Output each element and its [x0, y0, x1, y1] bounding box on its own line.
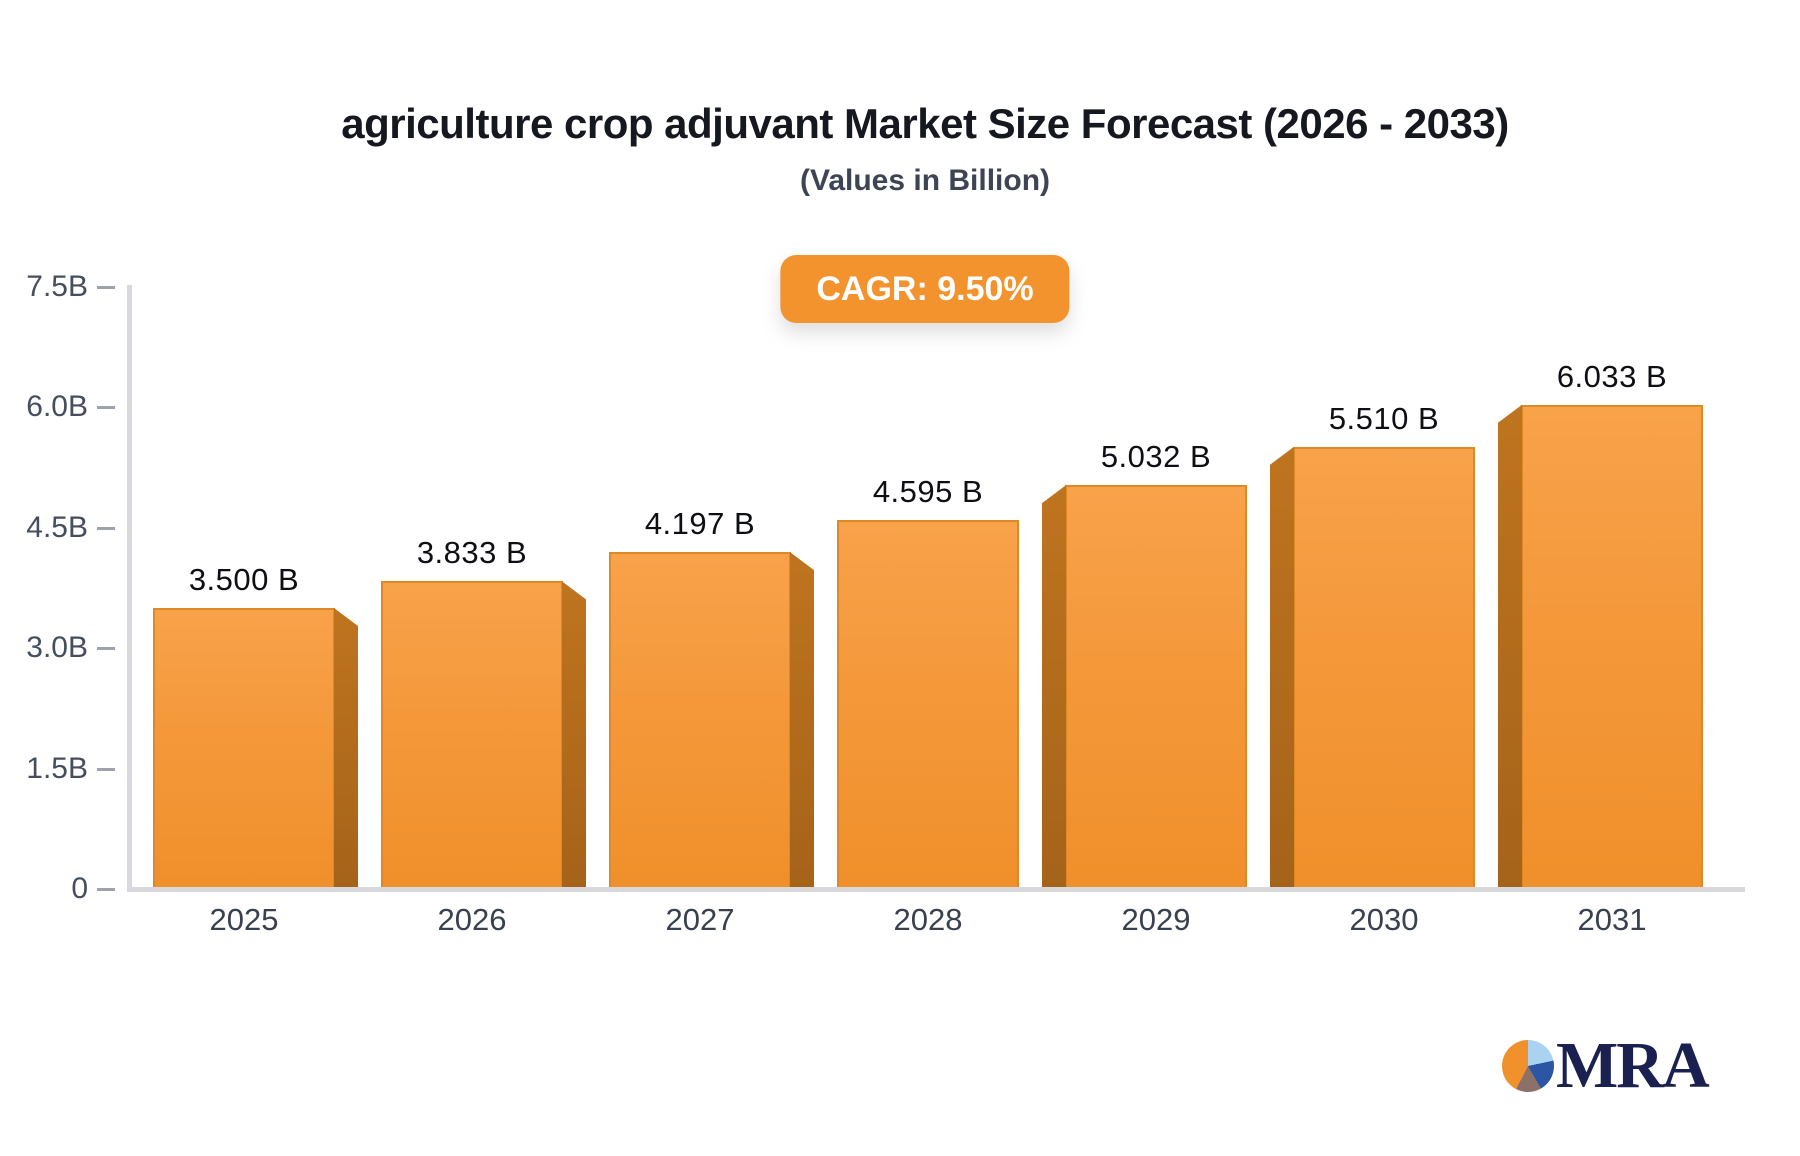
x-axis-label: 2027 — [665, 902, 735, 937]
chart-subtitle: (Values in Billion) — [799, 164, 1051, 197]
bar-side-2030 — [1270, 446, 1294, 889]
bar-value-label: 3.833 B — [416, 535, 528, 571]
cagr-badge: CAGR: 9.50% — [780, 255, 1070, 323]
x-axis-label: 2028 — [893, 902, 963, 937]
y-axis-tick — [97, 888, 115, 891]
x-axis-label: 2029 — [1121, 902, 1191, 937]
x-axis-label: 2026 — [437, 902, 507, 937]
bar-side-2026 — [562, 581, 586, 889]
bar-value-label: 5.510 B — [1328, 400, 1440, 436]
y-axis-label: 7.5B — [26, 269, 88, 303]
x-axis-label: 2030 — [1349, 902, 1419, 937]
y-axis-tick — [97, 647, 115, 651]
bar-value-label: 5.032 B — [1100, 439, 1212, 475]
bar-2028 — [837, 520, 1019, 889]
y-axis-line — [127, 285, 132, 892]
mra-logo: MRA — [1502, 1029, 1710, 1102]
y-axis-label: 6.0B — [26, 390, 88, 424]
bar-2026 — [381, 581, 563, 889]
chart-title: agriculture crop adjuvant Market Size Fo… — [341, 100, 1509, 147]
bar-2030 — [1293, 446, 1475, 889]
bar-side-2025 — [334, 608, 358, 889]
y-axis-tick — [97, 767, 115, 771]
x-axis-label: 2031 — [1577, 902, 1647, 937]
bar-side-2027 — [790, 552, 814, 889]
y-axis-tick — [97, 285, 115, 289]
bar-2025 — [153, 608, 335, 889]
bar-2029 — [1065, 485, 1247, 889]
x-axis-label: 2025 — [209, 902, 279, 937]
y-axis-tick — [97, 406, 115, 410]
bar-2027 — [609, 552, 791, 889]
y-axis-label: 4.5B — [26, 510, 88, 544]
y-axis-label: 0 — [71, 872, 88, 905]
y-axis-label: 1.5B — [26, 751, 88, 785]
bar-value-label: 4.197 B — [644, 506, 756, 542]
bar-value-label: 4.595 B — [872, 474, 984, 510]
pie-chart-logo-icon — [1502, 1040, 1554, 1092]
x-axis-line — [127, 887, 1745, 892]
y-axis-tick — [97, 526, 115, 530]
bar-value-label: 3.500 B — [188, 562, 300, 598]
bar-side-2031 — [1498, 404, 1522, 889]
bar-2031 — [1521, 404, 1703, 889]
bar-side-2029 — [1042, 485, 1066, 889]
y-axis-label: 3.0B — [26, 631, 88, 665]
bar-value-label: 6.033 B — [1556, 358, 1668, 394]
logo-text: MRA — [1556, 1029, 1710, 1102]
